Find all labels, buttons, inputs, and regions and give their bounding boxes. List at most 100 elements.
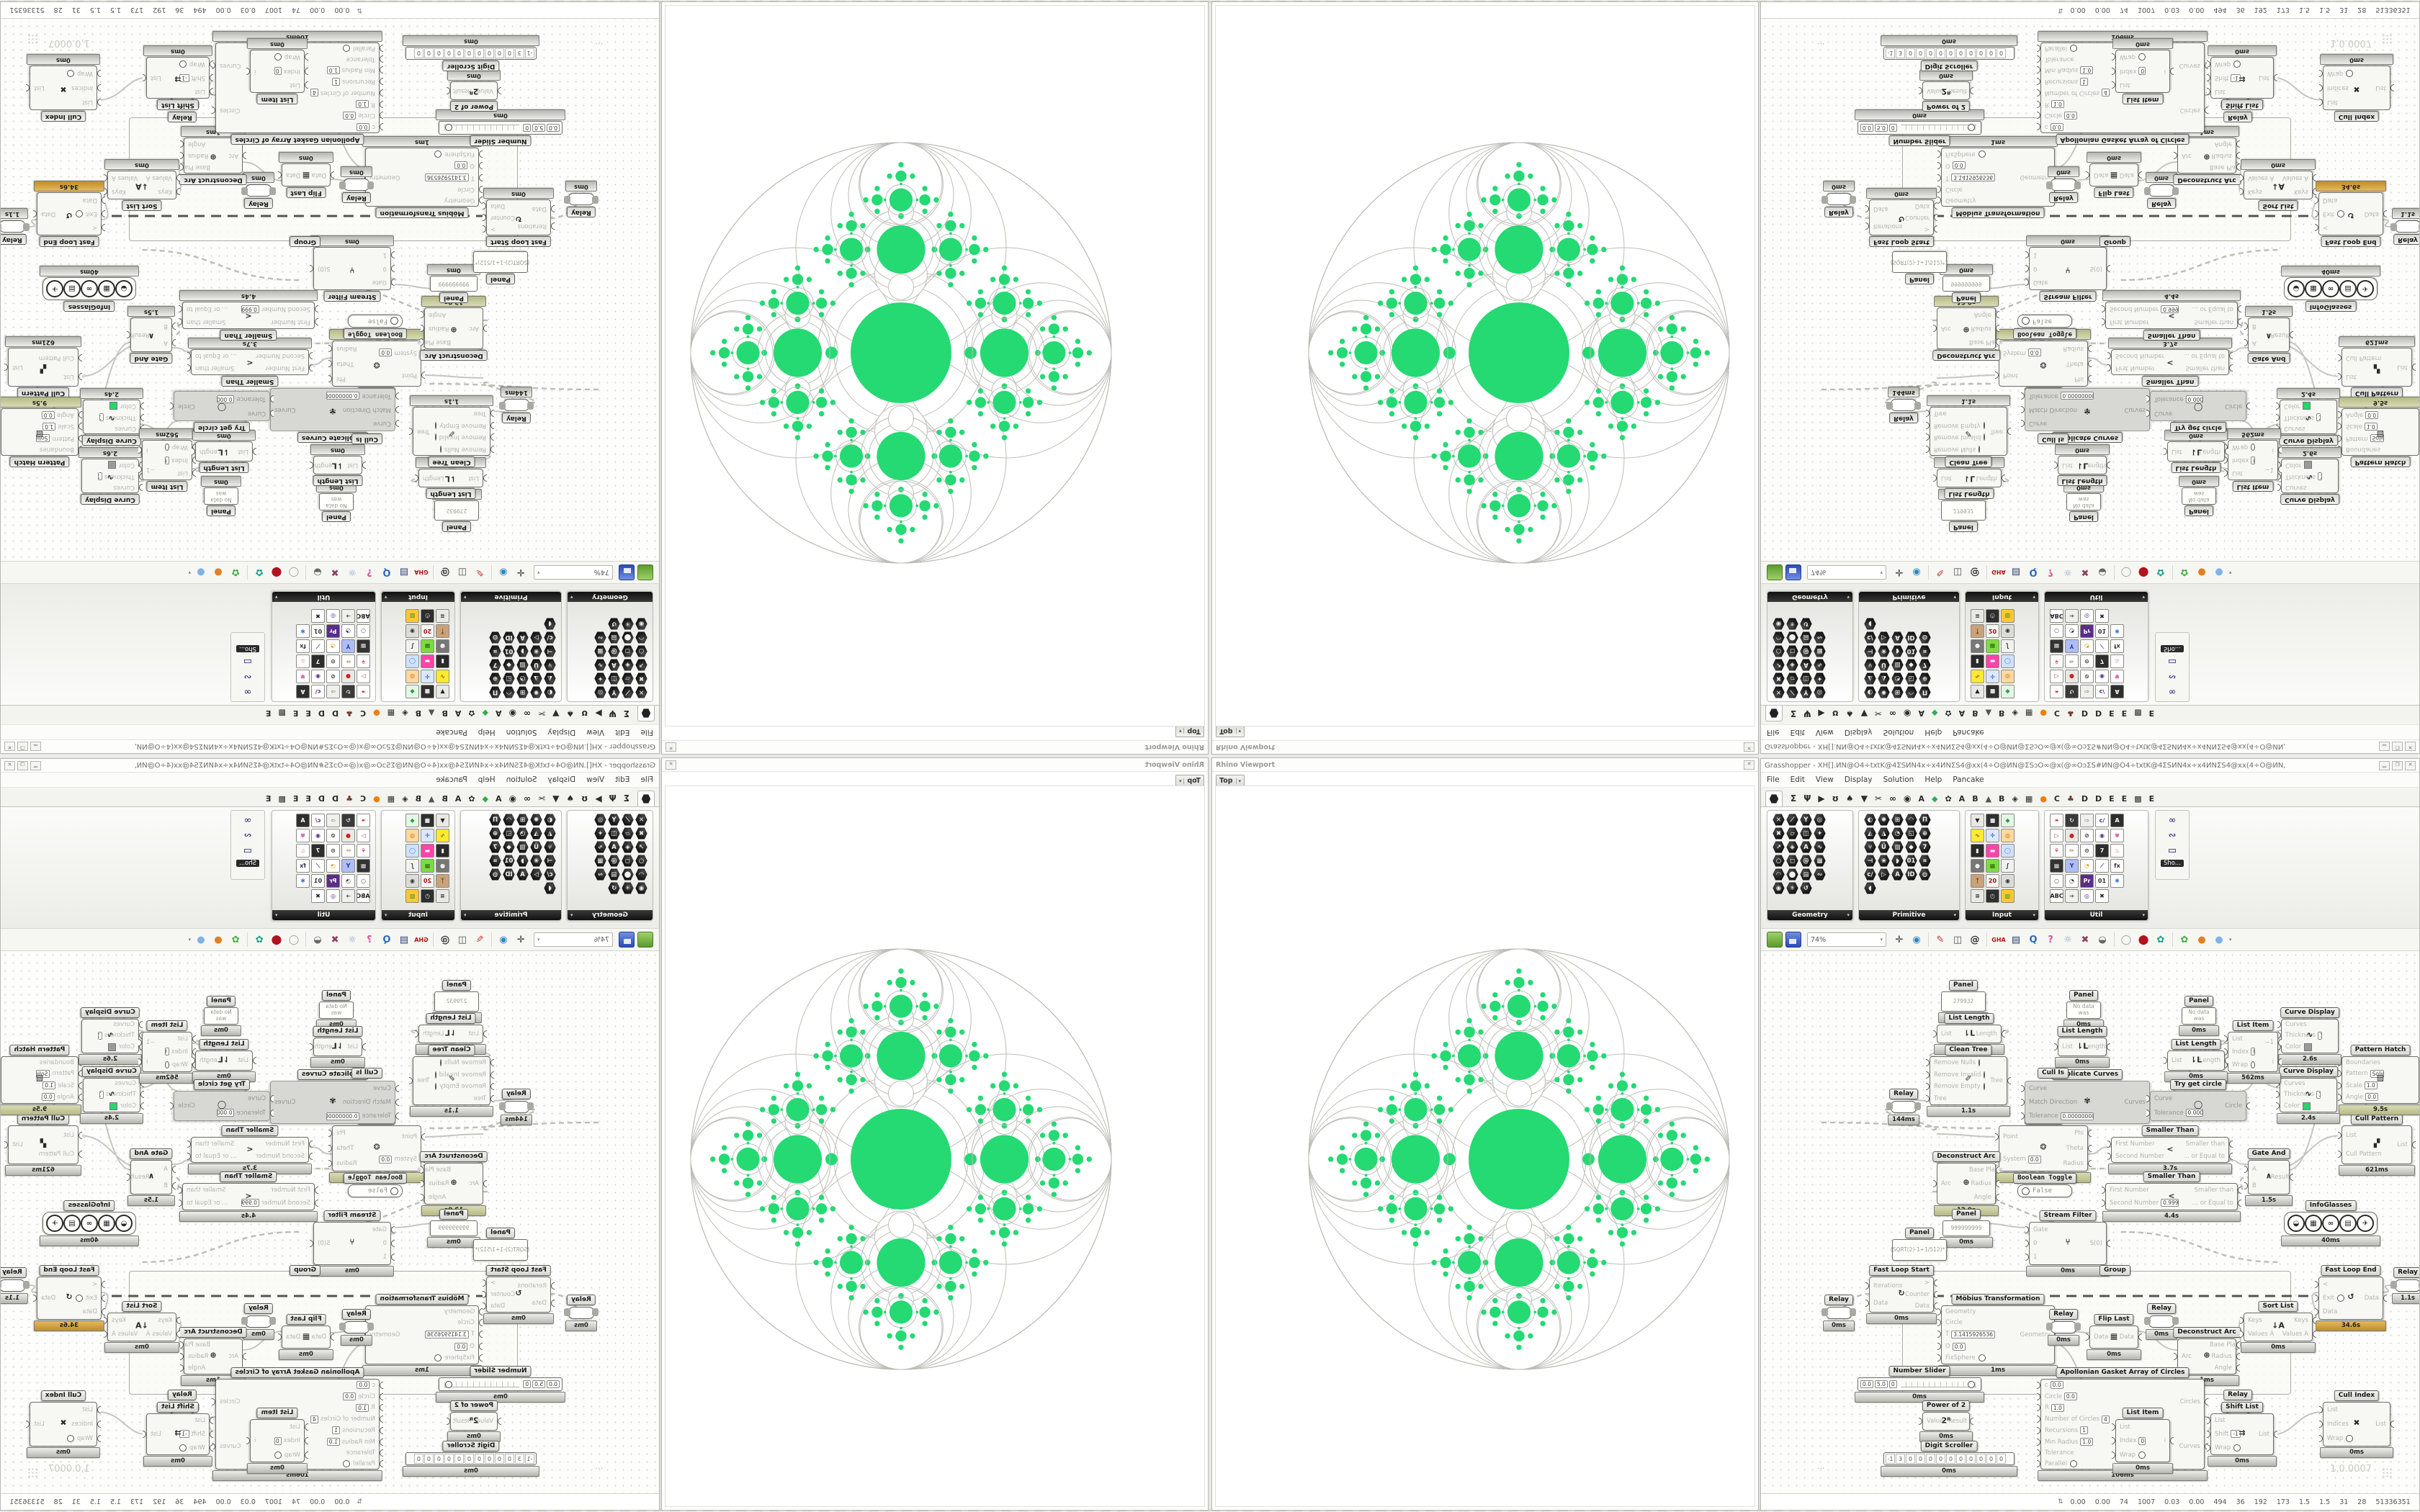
palette-icon[interactable]: ⊕ bbox=[489, 827, 501, 840]
output-port[interactable]: Circle bbox=[2225, 1102, 2242, 1110]
output-port[interactable]: i bbox=[2164, 1437, 2166, 1444]
menu-item-pancake[interactable]: Pancake bbox=[1953, 775, 1984, 784]
palette-icon[interactable]: ◯ bbox=[405, 654, 419, 668]
input-port[interactable]: Arc bbox=[228, 1353, 238, 1360]
menu-item-file[interactable]: File bbox=[1767, 775, 1780, 784]
output-port[interactable]: Phi bbox=[336, 375, 346, 382]
palette-icon[interactable]: ⌗ bbox=[1919, 855, 1931, 867]
gh-node-panel[interactable]: Panel No data was 0ms bbox=[316, 482, 357, 522]
palette-icon[interactable]: ⬤ bbox=[622, 868, 634, 881]
menu-item-display[interactable]: Display bbox=[1844, 728, 1873, 737]
output-port[interactable]: Length bbox=[200, 448, 220, 455]
rhino-titlebar[interactable]: Rhino Viewport ✕ bbox=[1212, 740, 1758, 754]
input-port[interactable]: Shift -1 bbox=[179, 73, 205, 82]
input-port[interactable]: Wrap bbox=[66, 70, 93, 77]
output-port[interactable]: Circles bbox=[220, 107, 240, 114]
plugin-tab[interactable]: D bbox=[2095, 794, 2102, 804]
plugin-tab[interactable]: E bbox=[265, 794, 272, 804]
input-port[interactable]: First Number bbox=[271, 318, 310, 325]
input-port[interactable]: List bbox=[468, 474, 479, 482]
goggles-icon[interactable]: ∾ bbox=[2168, 830, 2177, 841]
palette-icon[interactable]: ✕ bbox=[1773, 686, 1785, 698]
input-port[interactable]: Match Direction bbox=[2029, 407, 2077, 414]
gh-node-boolean-toggle[interactable]: Boolean Toggle False bbox=[2013, 1173, 2076, 1197]
save-file-button[interactable] bbox=[619, 932, 635, 948]
port-checkbox[interactable] bbox=[434, 1071, 436, 1079]
digit-cell[interactable]: -1 bbox=[1886, 48, 1895, 58]
palette-icon[interactable]: 01 bbox=[2095, 624, 2109, 638]
input-port[interactable]: Point bbox=[402, 372, 417, 379]
plugin-tab[interactable]: ◈ bbox=[2012, 794, 2018, 804]
gh-node-cull-pattern[interactable]: Cull Pattern List Cull Pattern List ▞ 621ms bbox=[2339, 1114, 2415, 1176]
palette-icon[interactable]: ▩ bbox=[1814, 645, 1826, 657]
input-port[interactable]: Geometry bbox=[1945, 1308, 1976, 1315]
gh-node-number-slider[interactable]: Number Slider 0.0 5.0 0 0ms bbox=[1855, 109, 1984, 146]
palette-icon[interactable]: ⑂ bbox=[544, 841, 556, 853]
gha-badge-icon[interactable]: GHA bbox=[414, 569, 429, 576]
plugin-tab[interactable]: ▦ bbox=[2025, 708, 2033, 718]
port-value-box[interactable]: 0 bbox=[2138, 1436, 2146, 1445]
gh-node-sort-list[interactable]: Sort List Keys Values A Keys Values A ↓A 0ms bbox=[104, 159, 179, 211]
slider-value-box[interactable]: 0.0 bbox=[1860, 124, 1873, 132]
palette-icon[interactable]: ∿ bbox=[1814, 659, 1826, 671]
infoglasses-icon[interactable]: ✈ bbox=[46, 1215, 63, 1232]
output-port[interactable]: Base Plane bbox=[417, 1166, 451, 1174]
palette-icon[interactable]: ⇨ bbox=[326, 814, 340, 827]
input-port[interactable]: List bbox=[1941, 1030, 1952, 1038]
plugin-tab[interactable]: ▲ bbox=[1985, 708, 1992, 718]
palette-icon[interactable]: ▷ bbox=[2050, 829, 2063, 842]
palette-icon[interactable]: ⇨ bbox=[2080, 814, 2094, 827]
palette-icon[interactable]: ✾ bbox=[296, 670, 310, 683]
infoglasses-icon[interactable]: ◒ bbox=[2287, 1215, 2305, 1232]
ball-orange-icon[interactable]: ● bbox=[214, 934, 223, 945]
palette-icon[interactable]: ID bbox=[503, 868, 515, 881]
input-port[interactable]: First Number bbox=[271, 1187, 310, 1194]
palette-icon[interactable]: ✺ bbox=[1878, 814, 1890, 826]
palette-icon[interactable]: A bbox=[1800, 841, 1812, 853]
palette-icon[interactable]: ⇨ bbox=[326, 685, 340, 698]
ball-orange-icon[interactable]: ● bbox=[2197, 567, 2206, 578]
output-port[interactable]: Counter bbox=[490, 1291, 515, 1298]
input-port[interactable]: Iterations bbox=[1873, 222, 1902, 230]
palette-icon[interactable]: ≡ bbox=[436, 609, 449, 623]
palette-icon[interactable]: ⊙ bbox=[326, 844, 340, 858]
port-value-box[interactable]: 0.999999998 bbox=[241, 1199, 259, 1207]
rhino-canvas[interactable] bbox=[1215, 5, 1755, 726]
palette-icon[interactable]: ◱ bbox=[1905, 827, 1917, 840]
input-port[interactable]: Point bbox=[2003, 372, 2018, 379]
output-port[interactable]: Result bbox=[2271, 1174, 2290, 1181]
port-checkbox[interactable] bbox=[2138, 53, 2146, 61]
gh-node-curve-display[interactable]: Curve DisplayCurvesThickness1.0Color∿2.6… bbox=[79, 447, 142, 505]
input-port[interactable]: Curves bbox=[115, 425, 136, 432]
input-port[interactable]: Arc bbox=[2182, 1353, 2192, 1360]
gh-node-fast-loop-start[interactable]: Fast Loop Start Iterations Data > Counter Dat… bbox=[1866, 188, 1937, 247]
gh-node-stream-filter[interactable]: Stream Filter Gate 0 1 S(0) ⑂ 0ms bbox=[2026, 1210, 2110, 1277]
digit-cell[interactable]: 0 bbox=[485, 1454, 494, 1464]
category-tab-icon[interactable]: ✂ bbox=[538, 793, 546, 804]
port-checkbox[interactable] bbox=[2138, 1451, 2146, 1459]
palette-icon[interactable]: 20 bbox=[1986, 624, 1999, 638]
port-value-box[interactable]: 4 bbox=[2102, 1415, 2110, 1423]
output-port[interactable]: Radius bbox=[1971, 325, 1991, 332]
plugin-tab[interactable]: ▲ bbox=[1985, 794, 1992, 804]
category-tab-icon[interactable]: Σ bbox=[623, 708, 629, 719]
output-port[interactable]: Curves bbox=[274, 406, 296, 413]
palette-footer[interactable]: Primitive ▾ bbox=[461, 910, 561, 920]
port-value-box[interactable]: 0.0000000001 bbox=[2185, 1109, 2203, 1117]
palette-footer[interactable]: Util ▾ bbox=[2045, 592, 2148, 602]
port-checkbox[interactable] bbox=[2251, 443, 2256, 451]
output-port[interactable]: Length bbox=[2200, 1057, 2220, 1064]
port-value-box[interactable]: 0.0 bbox=[379, 1155, 393, 1164]
digit-cell[interactable]: 0 bbox=[1906, 48, 1915, 58]
slider-value-box[interactable]: 0.0 bbox=[547, 124, 560, 132]
palette-icon[interactable]: ◔ bbox=[326, 639, 340, 653]
gh-node-list-item[interactable]: List Item List Index 0 Wrap i 0ms bbox=[2112, 38, 2173, 104]
input-port[interactable]: List bbox=[177, 1035, 188, 1043]
palette-icon[interactable]: ✺ bbox=[530, 814, 542, 826]
rhino-canvas[interactable] bbox=[665, 786, 1205, 1507]
palette-icon[interactable]: Pr bbox=[326, 874, 340, 888]
input-port[interactable]: Wrap bbox=[2120, 1451, 2146, 1459]
palette-icon[interactable]: ✺ bbox=[530, 686, 542, 698]
